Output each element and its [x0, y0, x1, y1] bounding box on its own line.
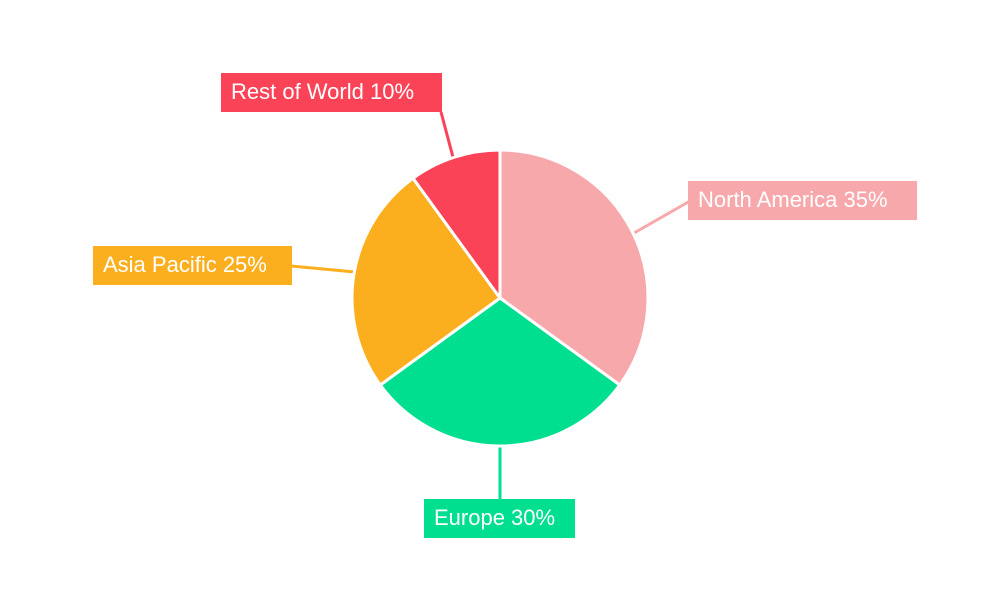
pie-label-north-america-text: North America 35% — [698, 186, 888, 212]
pie-label-europe[interactable]: Europe 30% — [424, 499, 575, 538]
pie-label-north-america[interactable]: North America 35% — [688, 181, 917, 220]
pie-label-rest-of-world-text: Rest of World 10% — [231, 78, 415, 104]
pie-slice-rest-of-world[interactable] — [411, 148, 502, 300]
pie-label-asia-pacific[interactable]: Asia Pacific 25% — [93, 246, 292, 285]
pie-slice-asia-pacific[interactable] — [350, 176, 502, 387]
leader-line-asia-pacific — [290, 264, 356, 274]
pie-label-asia-pacific-text: Asia Pacific 25% — [103, 251, 267, 277]
pie-label-rest-of-world[interactable]: Rest of World 10% — [221, 73, 442, 112]
pie-label-europe-text: Europe 30% — [434, 504, 556, 530]
leader-line-north-america — [633, 199, 691, 235]
pie-slice-europe[interactable] — [378, 296, 622, 448]
pie-slice-north-america[interactable] — [498, 148, 650, 387]
pie-slices-group — [350, 148, 650, 448]
leader-line-rest-of-world — [439, 111, 456, 162]
leader-lines-group — [290, 111, 691, 500]
